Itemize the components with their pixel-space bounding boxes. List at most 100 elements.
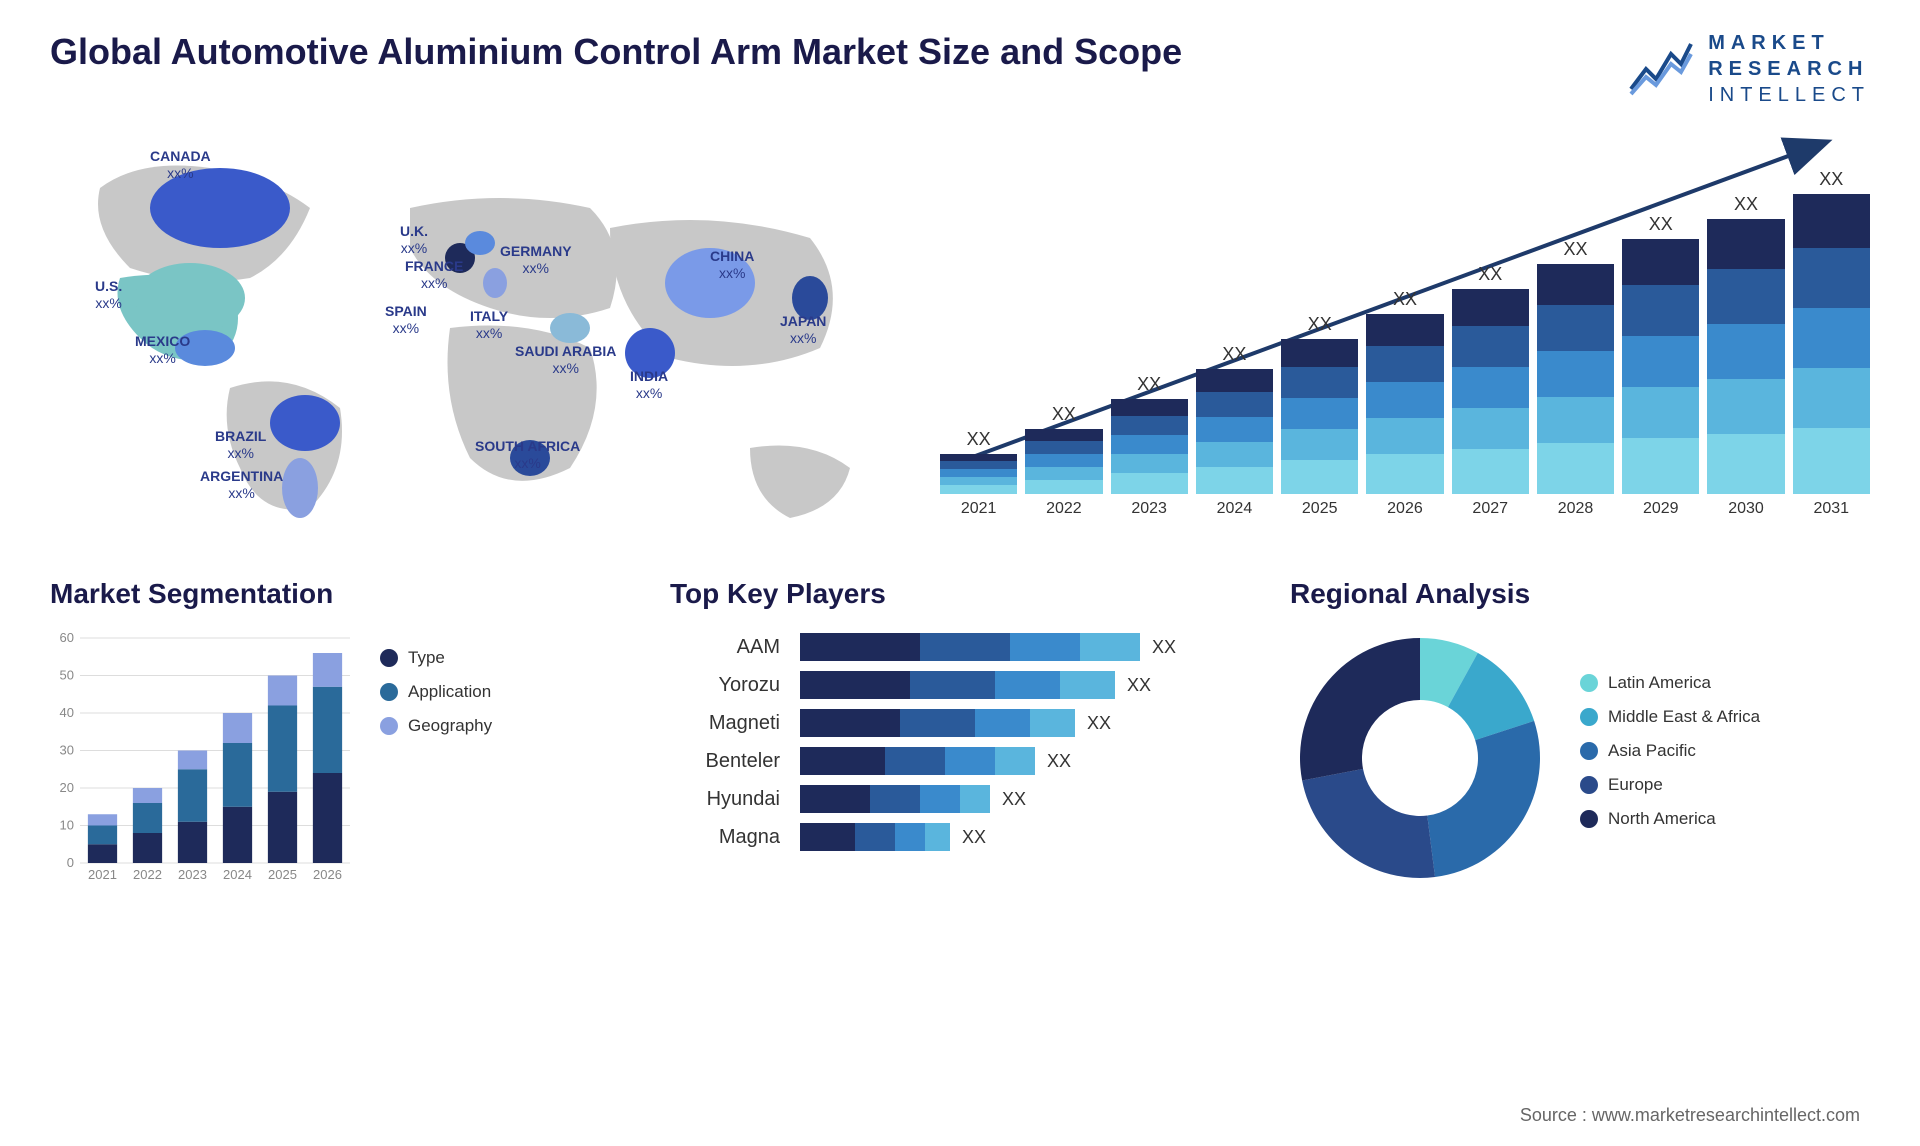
growth-bar-xlabel: 2029 (1643, 500, 1679, 518)
player-name: Yorozu (670, 666, 780, 704)
growth-bar-xlabel: 2022 (1046, 500, 1082, 518)
growth-bar-toplabel: XX (1649, 214, 1673, 235)
player-name: AAM (670, 628, 780, 666)
growth-bar: XX 2030 (1707, 194, 1784, 518)
legend-item: Europe (1580, 775, 1760, 795)
player-value: XX (962, 827, 986, 848)
map-label: INDIAxx% (630, 368, 668, 402)
growth-bar-toplabel: XX (1393, 289, 1417, 310)
svg-text:2022: 2022 (133, 867, 162, 882)
legend-item: Asia Pacific (1580, 741, 1760, 761)
growth-bar: XX 2027 (1452, 264, 1529, 518)
logo-text: MARKET RESEARCH INTELLECT (1708, 30, 1870, 108)
growth-bar-xlabel: 2031 (1813, 500, 1849, 518)
growth-bar: XX 2021 (940, 429, 1017, 518)
player-bar: XX (800, 742, 1250, 780)
logo-icon (1626, 39, 1696, 99)
growth-bar-xlabel: 2024 (1217, 500, 1253, 518)
map-label: BRAZILxx% (215, 428, 266, 462)
growth-bar-xlabel: 2026 (1387, 500, 1423, 518)
svg-text:0: 0 (67, 855, 74, 870)
segmentation-chart: 0 10 20 30 40 50 60 2021 2022 2023 2024 2025 2026 (50, 628, 350, 888)
legend-item: Type (380, 648, 492, 668)
svg-text:20: 20 (60, 780, 74, 795)
growth-bar-toplabel: XX (1222, 344, 1246, 365)
growth-bar: XX 2025 (1281, 314, 1358, 518)
growth-bar-xlabel: 2028 (1558, 500, 1594, 518)
player-name: Magna (670, 818, 780, 856)
player-bar: XX (800, 704, 1250, 742)
growth-bar-xlabel: 2023 (1131, 500, 1167, 518)
map-label: FRANCExx% (405, 258, 463, 292)
growth-bar-toplabel: XX (1052, 404, 1076, 425)
growth-bar-xlabel: 2025 (1302, 500, 1338, 518)
player-name: Hyundai (670, 780, 780, 818)
svg-text:2024: 2024 (223, 867, 252, 882)
map-label: ARGENTINAxx% (200, 468, 283, 502)
legend-item: Application (380, 682, 492, 702)
player-value: XX (1087, 713, 1111, 734)
header: Global Automotive Aluminium Control Arm … (50, 30, 1870, 108)
player-bar: XX (800, 666, 1250, 704)
map-label: U.K.xx% (400, 223, 428, 257)
growth-bar-toplabel: XX (1563, 239, 1587, 260)
player-bar: XX (800, 818, 1250, 856)
svg-text:30: 30 (60, 743, 74, 758)
segmentation-legend: Type Application Geography (380, 628, 492, 888)
player-value: XX (1127, 675, 1151, 696)
legend-item: Latin America (1580, 673, 1760, 693)
svg-text:2021: 2021 (88, 867, 117, 882)
player-value: XX (1002, 789, 1026, 810)
map-label: U.S.xx% (95, 278, 122, 312)
player-bars: XXXXXXXXXXXX (800, 628, 1250, 856)
growth-bar-toplabel: XX (1478, 264, 1502, 285)
svg-text:2023: 2023 (178, 867, 207, 882)
growth-bar: XX2023 (1111, 374, 1188, 518)
map-label: SPAINxx% (385, 303, 427, 337)
growth-bar-xlabel: 2021 (961, 500, 997, 518)
player-value: XX (1152, 637, 1176, 658)
legend-item: Middle East & Africa (1580, 707, 1760, 727)
growth-bar: XX 2029 (1622, 214, 1699, 518)
player-value: XX (1047, 751, 1071, 772)
svg-text:50: 50 (60, 668, 74, 683)
growth-bar-xlabel: 2030 (1728, 500, 1764, 518)
svg-text:60: 60 (60, 630, 74, 645)
segmentation-title: Market Segmentation (50, 578, 630, 610)
player-bar: XX (800, 628, 1250, 666)
growth-bar-toplabel: XX (967, 429, 991, 450)
players-panel: Top Key Players AAMYorozuMagnetiBenteler… (670, 578, 1250, 888)
map-label: JAPANxx% (780, 313, 826, 347)
regional-title: Regional Analysis (1290, 578, 1870, 610)
top-row: CANADAxx%U.S.xx%MEXICOxx%BRAZILxx%ARGENT… (50, 128, 1870, 548)
growth-bar-toplabel: XX (1734, 194, 1758, 215)
map-label: SAUDI ARABIAxx% (515, 343, 616, 377)
growth-chart: XX2021XX2022XX2023XX2024XX2025XX2026XX20… (940, 128, 1870, 548)
source-text: Source : www.marketresearchintellect.com (1520, 1105, 1860, 1126)
player-labels: AAMYorozuMagnetiBentelerHyundaiMagna (670, 628, 780, 856)
growth-bar-toplabel: XX (1308, 314, 1332, 335)
growth-bar-xlabel: 2027 (1472, 500, 1508, 518)
legend-item: Geography (380, 716, 492, 736)
growth-bar: XX 2022 (1025, 404, 1102, 518)
regional-legend: Latin America Middle East & Africa Asia Pa… (1580, 673, 1760, 843)
player-bar: XX (800, 780, 1250, 818)
map-label: ITALYxx% (470, 308, 508, 342)
regional-donut (1290, 628, 1550, 888)
growth-bar: XX 2024 (1196, 344, 1273, 518)
growth-bar: XX2031 (1793, 169, 1870, 518)
map-label: CANADAxx% (150, 148, 211, 182)
svg-text:2025: 2025 (268, 867, 297, 882)
svg-text:40: 40 (60, 705, 74, 720)
regional-panel: Regional Analysis Latin America Middle Ea… (1290, 578, 1870, 888)
page-title: Global Automotive Aluminium Control Arm … (50, 30, 1182, 73)
segmentation-panel: Market Segmentation 0 10 20 30 40 50 60 2021 202… (50, 578, 630, 888)
map-label: SOUTH AFRICAxx% (475, 438, 580, 472)
players-title: Top Key Players (670, 578, 1250, 610)
svg-text:2026: 2026 (313, 867, 342, 882)
map-label: GERMANYxx% (500, 243, 572, 277)
svg-text:10: 10 (60, 818, 74, 833)
legend-item: North America (1580, 809, 1760, 829)
world-map-panel: CANADAxx%U.S.xx%MEXICOxx%BRAZILxx%ARGENT… (50, 128, 900, 548)
player-name: Benteler (670, 742, 780, 780)
